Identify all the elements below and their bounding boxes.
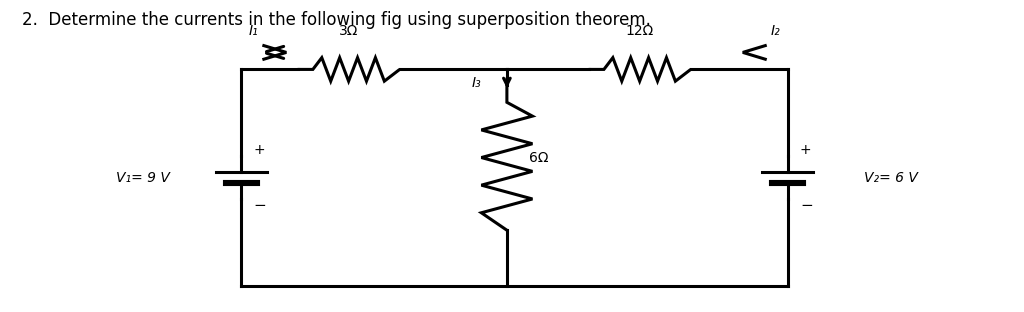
Text: 12Ω: 12Ω (626, 25, 653, 38)
Text: V₁= 9 V: V₁= 9 V (116, 171, 170, 185)
Text: V₂= 6 V: V₂= 6 V (864, 171, 919, 185)
Text: 6Ω: 6Ω (529, 151, 549, 164)
Text: I₃: I₃ (472, 76, 481, 90)
Text: 2.  Determine the currents in the following fig using superposition theorem.: 2. Determine the currents in the followi… (22, 11, 650, 29)
Text: −: − (254, 198, 266, 213)
Text: 3Ω: 3Ω (339, 25, 358, 38)
Text: −: − (800, 198, 813, 213)
Text: +: + (800, 143, 812, 157)
Text: +: + (254, 143, 265, 157)
Text: I₁: I₁ (249, 25, 258, 38)
Text: I₂: I₂ (771, 25, 780, 38)
